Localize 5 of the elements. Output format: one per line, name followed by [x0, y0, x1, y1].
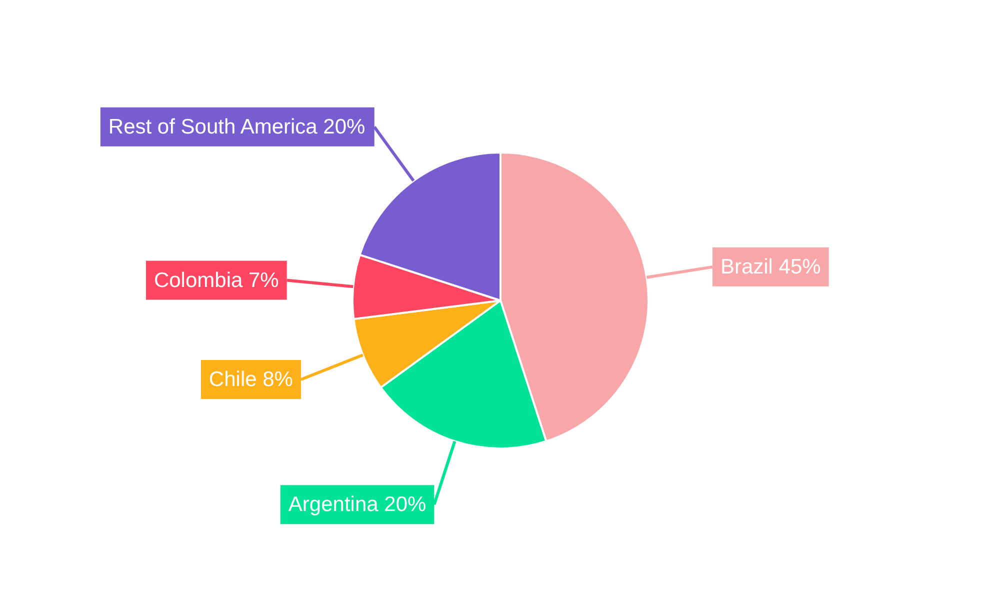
slice-label: Rest of South America 20% — [108, 115, 366, 138]
slice-label: Colombia 7% — [154, 268, 279, 292]
slice-label: Argentina 20% — [288, 493, 426, 516]
slice-label: Brazil 45% — [720, 255, 821, 278]
slice-label: Chile 8% — [208, 368, 293, 391]
